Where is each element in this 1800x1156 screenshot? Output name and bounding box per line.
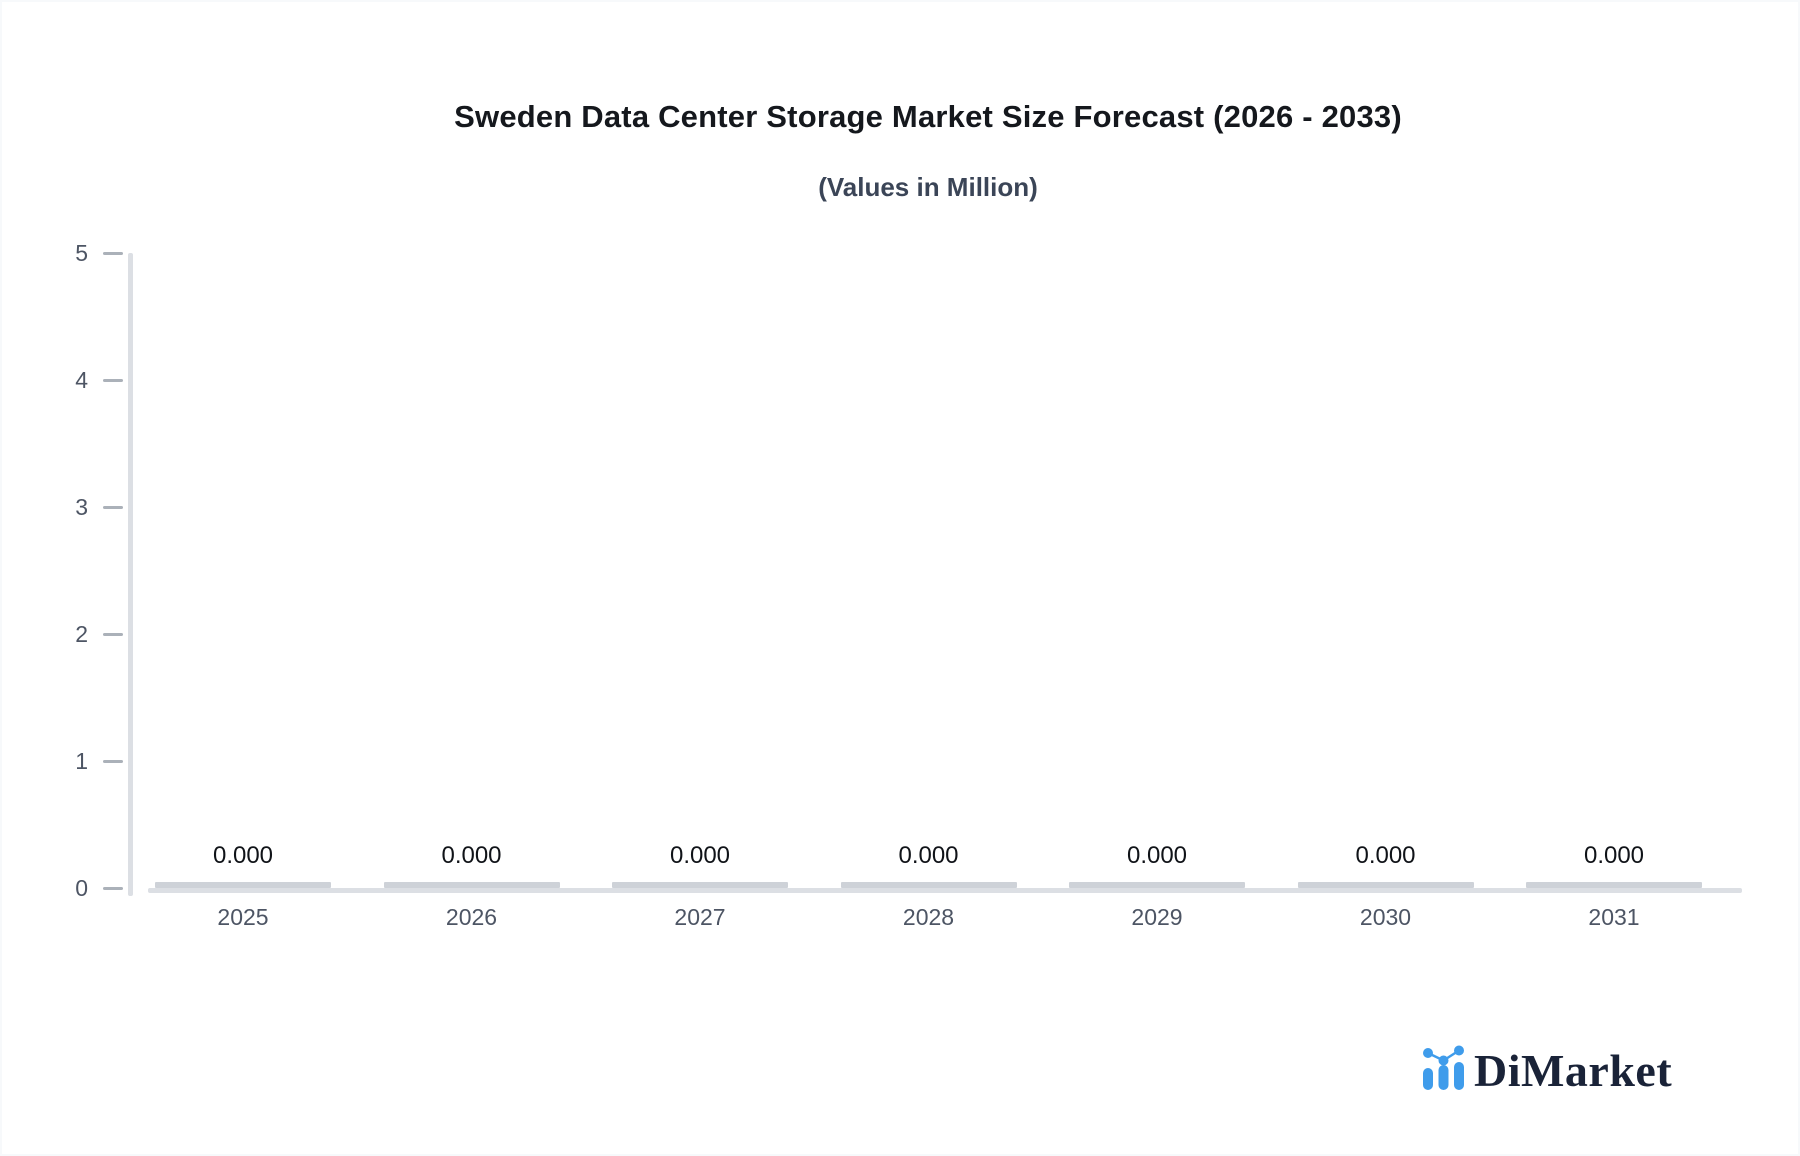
y-axis-tick [103, 886, 123, 890]
y-axis-tick [103, 505, 123, 509]
bar-2028[interactable] [840, 882, 1017, 888]
x-axis-label: 2028 [902, 904, 955, 930]
chart-subtitle: (Values in Million) [818, 172, 1038, 202]
bar-2027[interactable] [612, 882, 788, 888]
x-axis-label: 2025 [217, 904, 269, 930]
y-axis-tick [103, 632, 123, 636]
bar-2030[interactable] [1297, 882, 1474, 888]
x-axis-baseline [148, 888, 1742, 893]
bar-2031[interactable] [1526, 882, 1702, 888]
x-axis-label: 2026 [445, 904, 498, 930]
y-axis-tick [103, 251, 123, 255]
y-axis-tick [103, 378, 123, 382]
bar-value-label: 0.000 [1355, 842, 1416, 869]
bar-2029[interactable] [1069, 882, 1245, 888]
y-axis-tick-label: 1 [75, 747, 88, 774]
bar-value-label: 0.000 [1126, 842, 1188, 869]
y-axis-tick-label: 3 [75, 493, 88, 520]
x-axis-label: 2030 [1359, 904, 1412, 930]
bar-value-label: 0.000 [441, 842, 502, 869]
bar-value-label: 0.000 [669, 842, 731, 869]
x-axis-label: 2031 [1588, 904, 1640, 930]
y-axis-tick [103, 759, 123, 763]
chart-title: Sweden Data Center Storage Market Size F… [454, 99, 1402, 134]
bar-value-label: 0.000 [1583, 842, 1645, 869]
bar-value-label: 0.000 [212, 842, 274, 869]
x-axis-label: 2029 [1131, 904, 1183, 930]
y-axis-tick-label: 2 [75, 620, 88, 647]
y-axis-tick-label: 0 [75, 874, 88, 901]
bar-2025[interactable] [155, 882, 331, 888]
y-axis-line [128, 253, 133, 896]
brand-logo-text: DiMarket [1474, 1045, 1673, 1096]
x-axis-label: 2027 [674, 904, 726, 930]
bar-value-label: 0.000 [898, 842, 959, 869]
y-axis-tick-label: 4 [75, 366, 88, 393]
bar-chart-trend-icon [1423, 1045, 1464, 1090]
y-axis-tick-label: 5 [75, 239, 88, 266]
bar-2026[interactable] [383, 882, 560, 888]
